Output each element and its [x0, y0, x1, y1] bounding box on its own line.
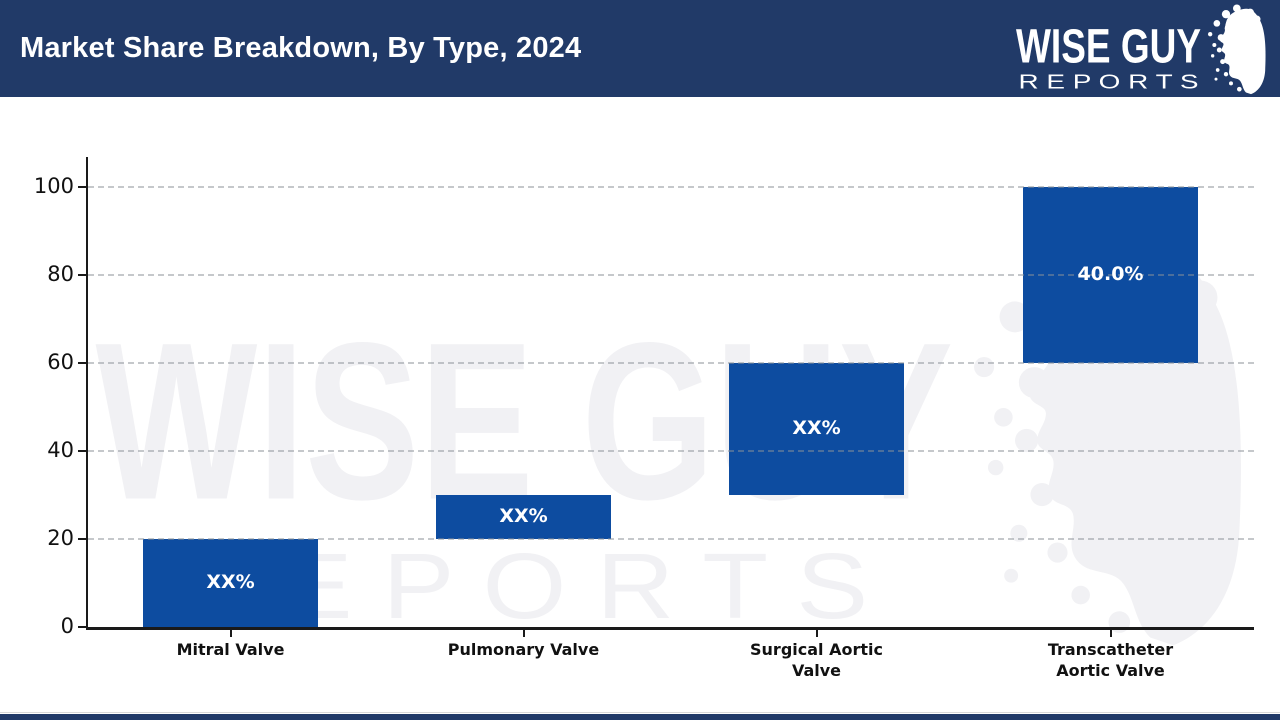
y-axis-tick-label: 60 — [47, 350, 74, 374]
y-axis-line — [86, 157, 88, 629]
gridline-60 — [88, 362, 1254, 364]
y-axis-tick-label: 80 — [47, 262, 74, 286]
x-axis-tick — [522, 630, 525, 637]
x-axis-tick — [229, 630, 232, 637]
x-axis-tick — [1109, 630, 1112, 637]
bar-value-label: XX% — [206, 571, 255, 593]
wise-guy-reports-logo: WISE GUY R E P O R T S — [1016, 4, 1266, 95]
bar-value-label: XX% — [499, 505, 548, 527]
y-axis-tick — [78, 186, 86, 188]
y-axis-tick — [78, 362, 86, 364]
x-axis-category-label: Pulmonary Valve — [447, 640, 600, 659]
bar-value-label: XX% — [792, 417, 841, 439]
bar-value-label: 40.0% — [1077, 263, 1144, 285]
gridline-40 — [88, 450, 1254, 452]
bar-mitral-valve — [143, 539, 318, 627]
footer-bar — [0, 714, 1280, 720]
y-axis-tick — [78, 450, 86, 452]
gridline-20 — [88, 538, 1254, 540]
y-axis-tick-label: 40 — [47, 438, 74, 462]
y-axis-tick-label: 0 — [60, 614, 74, 638]
y-axis-tick — [78, 274, 86, 276]
x-axis-category-label: Mitral Valve — [176, 640, 285, 659]
header-bar: Market Share Breakdown, By Type, 2024 WI… — [0, 0, 1280, 97]
gridline-80 — [88, 274, 1254, 276]
x-axis-category-label: Transcatheter Aortic Valve — [1047, 640, 1174, 680]
y-axis-tick — [78, 538, 86, 540]
y-axis-tick-label: 20 — [47, 526, 74, 550]
logo-face-icon — [1208, 4, 1266, 95]
logo-text-line1: WISE GUY — [1016, 20, 1201, 74]
x-axis-tick — [815, 630, 818, 637]
footer-divider-line — [0, 712, 1280, 713]
gridline-100 — [88, 186, 1254, 188]
y-axis-tick-label: 100 — [33, 174, 74, 198]
bar-surgical-aortic-valve — [729, 363, 904, 495]
page-title: Market Share Breakdown, By Type, 2024 — [20, 32, 582, 64]
y-axis-tick — [78, 626, 86, 628]
x-axis-line — [86, 627, 1254, 630]
x-axis-category-label: Surgical Aortic Valve — [750, 640, 883, 680]
bar-pulmonary-valve — [436, 495, 611, 539]
logo-text-line2: R E P O R T S — [1019, 71, 1199, 93]
